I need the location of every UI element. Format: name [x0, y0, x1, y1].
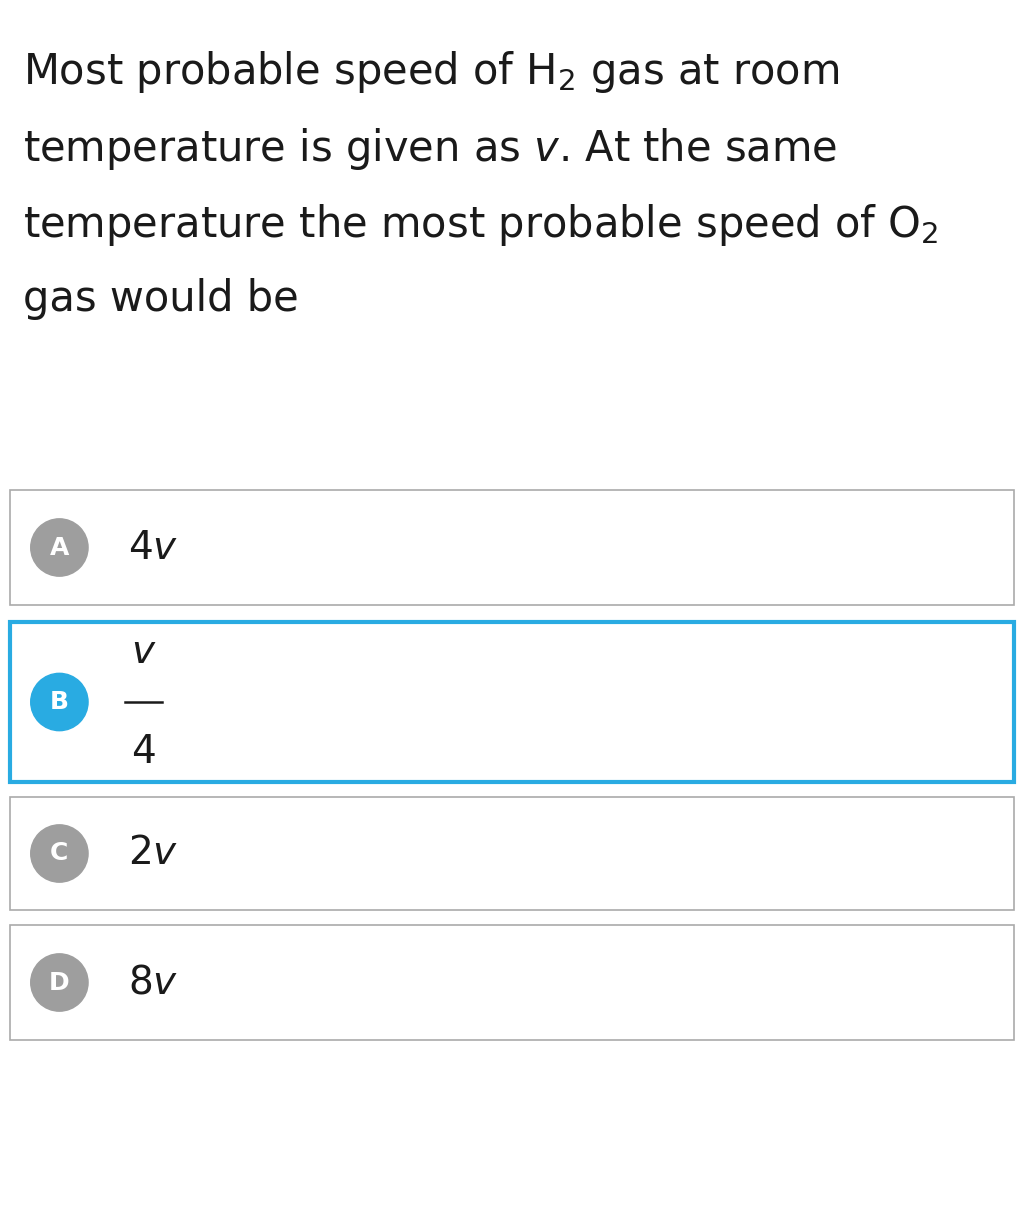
Text: 4$v$: 4$v$ — [128, 528, 178, 566]
Ellipse shape — [31, 518, 88, 576]
Text: temperature is given as $v$. At the same: temperature is given as $v$. At the same — [23, 126, 837, 171]
FancyBboxPatch shape — [10, 924, 1014, 1040]
FancyBboxPatch shape — [10, 490, 1014, 604]
Text: 4: 4 — [131, 732, 156, 771]
FancyBboxPatch shape — [10, 622, 1014, 782]
Text: gas would be: gas would be — [23, 278, 298, 320]
Ellipse shape — [31, 954, 88, 1011]
Text: B: B — [50, 691, 69, 714]
Text: 8$v$: 8$v$ — [128, 964, 178, 1002]
Text: 2$v$: 2$v$ — [128, 835, 178, 873]
Text: C: C — [50, 842, 69, 865]
Ellipse shape — [31, 673, 88, 731]
Text: D: D — [49, 970, 70, 995]
Text: $v$: $v$ — [131, 633, 156, 671]
FancyBboxPatch shape — [10, 796, 1014, 910]
Text: A: A — [50, 535, 69, 560]
Ellipse shape — [31, 825, 88, 883]
Text: temperature the most probable speed of O$_2$: temperature the most probable speed of O… — [23, 202, 938, 247]
Text: Most probable speed of H$_2$ gas at room: Most probable speed of H$_2$ gas at room — [23, 49, 839, 95]
